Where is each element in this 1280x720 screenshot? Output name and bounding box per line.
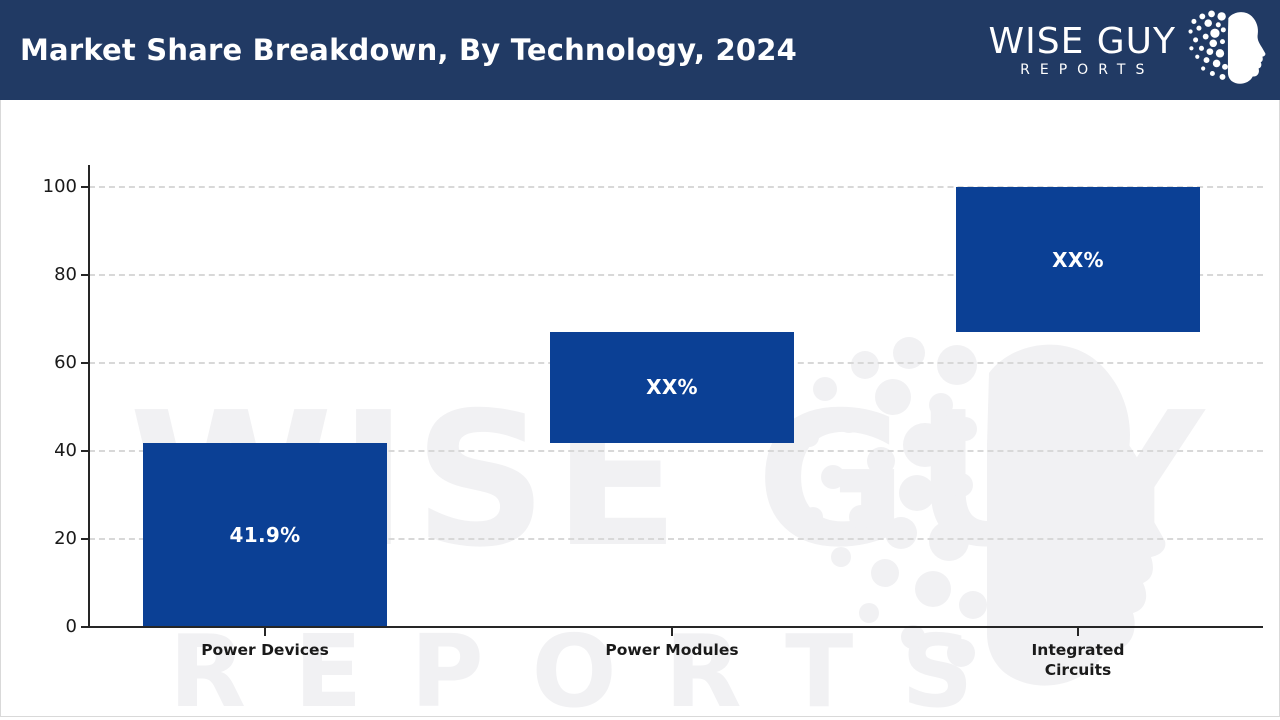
y-tick-label: 100: [42, 176, 77, 197]
y-tick-mark: [81, 362, 89, 364]
bar-value-label: XX%: [1052, 247, 1104, 272]
y-tick-mark: [81, 186, 89, 188]
wise-guy-reports-logo: WISE GUY REPORTS: [989, 8, 1280, 92]
watermark-subtitle: REPORTS: [169, 613, 1022, 720]
y-tick-label: 80: [54, 264, 77, 285]
x-tick-mark: [671, 628, 673, 636]
x-tick-mark: [264, 628, 266, 636]
x-tick-label: Power Modules: [605, 641, 739, 659]
header-bar: Market Share Breakdown, By Technology, 2…: [0, 0, 1280, 100]
chart-panel: WISE GUY REPORTS 0 20 40 60 80 100 41.9% XX% XX%…: [0, 100, 1280, 720]
bar-segment: XX%: [550, 332, 794, 443]
gridline: [89, 274, 1263, 276]
y-tick-label: 60: [54, 352, 77, 373]
y-tick-label: 0: [65, 616, 77, 637]
bar-value-label: 41.9%: [229, 522, 301, 547]
watermark-head-icon: [799, 337, 1166, 686]
y-tick-mark: [81, 626, 89, 628]
gridline: [89, 450, 1263, 452]
y-tick-mark: [81, 274, 89, 276]
logo-wordmark: WISE GUY: [988, 20, 1176, 62]
bar-segment: 41.9%: [143, 442, 387, 627]
dotted-head-icon: [1188, 10, 1266, 84]
y-tick-label: 40: [54, 440, 77, 461]
page-title: Market Share Breakdown, By Technology, 2…: [20, 33, 798, 67]
y-tick-mark: [81, 450, 89, 452]
x-tick-label: Power Devices: [201, 641, 329, 659]
y-tick-mark: [81, 538, 89, 540]
gridline: [89, 538, 1263, 540]
bar-segment: XX%: [956, 187, 1200, 333]
bar-value-label: XX%: [646, 375, 698, 400]
x-tick-mark: [1077, 628, 1079, 636]
y-tick-label: 20: [54, 528, 77, 549]
x-axis-spine: [88, 626, 1263, 628]
logo-subtitle: REPORTS: [1020, 61, 1155, 78]
plot-area: 0 20 40 60 80 100 41.9% XX% XX% Power Devices Powe…: [1, 100, 1280, 717]
x-tick-label: Integrated Circuits: [1031, 641, 1125, 680]
gridline: [89, 186, 1263, 188]
y-axis-spine: [88, 165, 90, 628]
